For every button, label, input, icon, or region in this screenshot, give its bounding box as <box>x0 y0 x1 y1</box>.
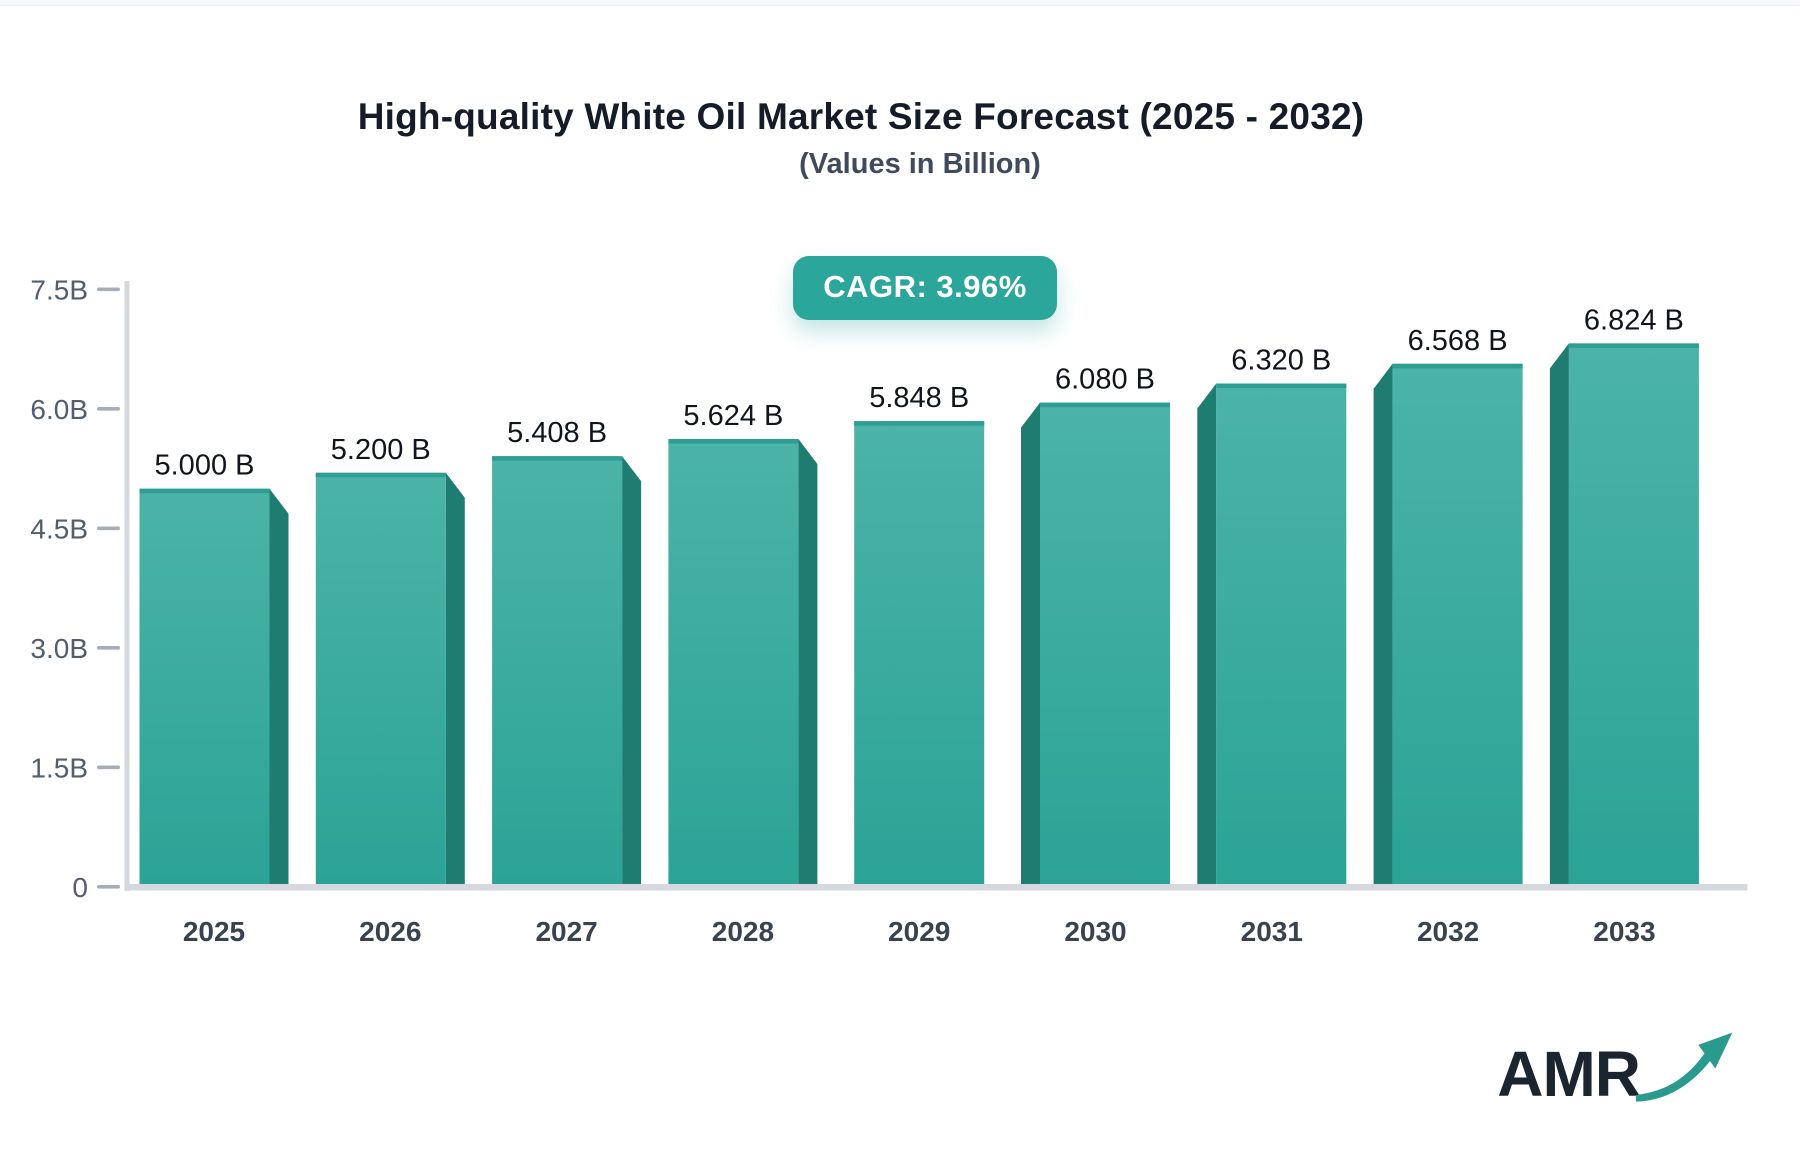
bar-top-edge <box>1040 402 1170 408</box>
y-axis-line <box>124 281 130 891</box>
bar-side <box>1197 383 1217 886</box>
y-tick-label: 3.0B <box>30 633 88 664</box>
chart-subtitle: (Values in Billion) <box>799 148 1041 180</box>
bar <box>1216 383 1347 886</box>
bar <box>315 472 446 886</box>
y-tick-label: 0 <box>72 872 88 903</box>
bar-side <box>1549 343 1569 886</box>
bar-top-edge <box>1568 343 1699 348</box>
y-tick <box>97 526 120 531</box>
y-tick-label: 7.5B <box>30 275 88 306</box>
bar-top-edge <box>668 438 799 444</box>
bar-side <box>1021 402 1040 886</box>
y-tick <box>97 287 120 292</box>
bar-side <box>269 488 289 886</box>
bar-side <box>622 456 642 886</box>
bar-value-label: 5.408 B <box>507 417 607 449</box>
bar-top-edge <box>492 456 623 461</box>
y-tick <box>97 885 120 889</box>
bar-value-label: 5.848 B <box>869 382 969 414</box>
chart-title: High-quality White Oil Market Size Forec… <box>357 96 1365 137</box>
x-axis-label: 2025 <box>183 916 245 947</box>
growth-arrow-swoosh <box>1635 1051 1712 1102</box>
bar-side <box>445 472 465 886</box>
x-axis-label: 2028 <box>712 916 774 947</box>
bar <box>139 488 270 886</box>
y-tick <box>97 407 120 411</box>
y-tick-label: 4.5B <box>30 514 88 545</box>
bar-top-edge <box>1392 363 1523 369</box>
bar <box>854 421 985 886</box>
window-top-edge <box>0 0 1800 6</box>
cagr-badge: CAGR: 3.96% <box>793 256 1057 320</box>
bar-top-edge <box>1216 383 1347 389</box>
y-tick <box>97 765 120 770</box>
x-axis-label: 2033 <box>1593 916 1655 947</box>
amr-logo: AMR <box>1497 1028 1738 1110</box>
y-tick-label: 1.5B <box>30 753 88 784</box>
bar-value-label: 6.320 B <box>1231 345 1331 377</box>
x-axis-label: 2030 <box>1064 916 1126 947</box>
x-axis-label: 2032 <box>1417 916 1479 947</box>
bar-value-label: 6.568 B <box>1408 325 1508 357</box>
bar-value-label: 5.000 B <box>155 450 255 482</box>
x-axis-label: 2027 <box>535 916 597 947</box>
bar <box>1392 363 1523 887</box>
bar-value-label: 6.080 B <box>1055 364 1155 396</box>
bar-value-label: 5.200 B <box>331 434 431 466</box>
x-axis-label: 2031 <box>1241 916 1303 947</box>
bar-top-edge <box>315 472 446 478</box>
x-axis-label: 2026 <box>359 916 421 947</box>
bar <box>668 438 799 886</box>
bar <box>492 456 623 886</box>
y-tick <box>97 646 120 650</box>
x-axis-line <box>124 884 1748 891</box>
y-tick-label: 6.0B <box>30 394 88 425</box>
bar-side <box>1373 363 1393 887</box>
cagr-badge-row: CAGR: 3.96% <box>25 256 1800 320</box>
bar-side <box>798 438 818 886</box>
bar-value-label: 6.824 B <box>1584 304 1684 336</box>
bar-top-edge <box>139 488 270 494</box>
growth-arrow-icon <box>1635 1032 1733 1102</box>
bar-value-label: 5.624 B <box>683 400 783 432</box>
x-axis-label: 2029 <box>888 916 950 947</box>
growth-arrow-head <box>1698 1032 1733 1069</box>
bar-top-edge <box>854 421 985 426</box>
bar <box>1040 402 1170 886</box>
bar <box>1568 343 1699 886</box>
amr-logo-text: AMR <box>1497 1038 1641 1110</box>
